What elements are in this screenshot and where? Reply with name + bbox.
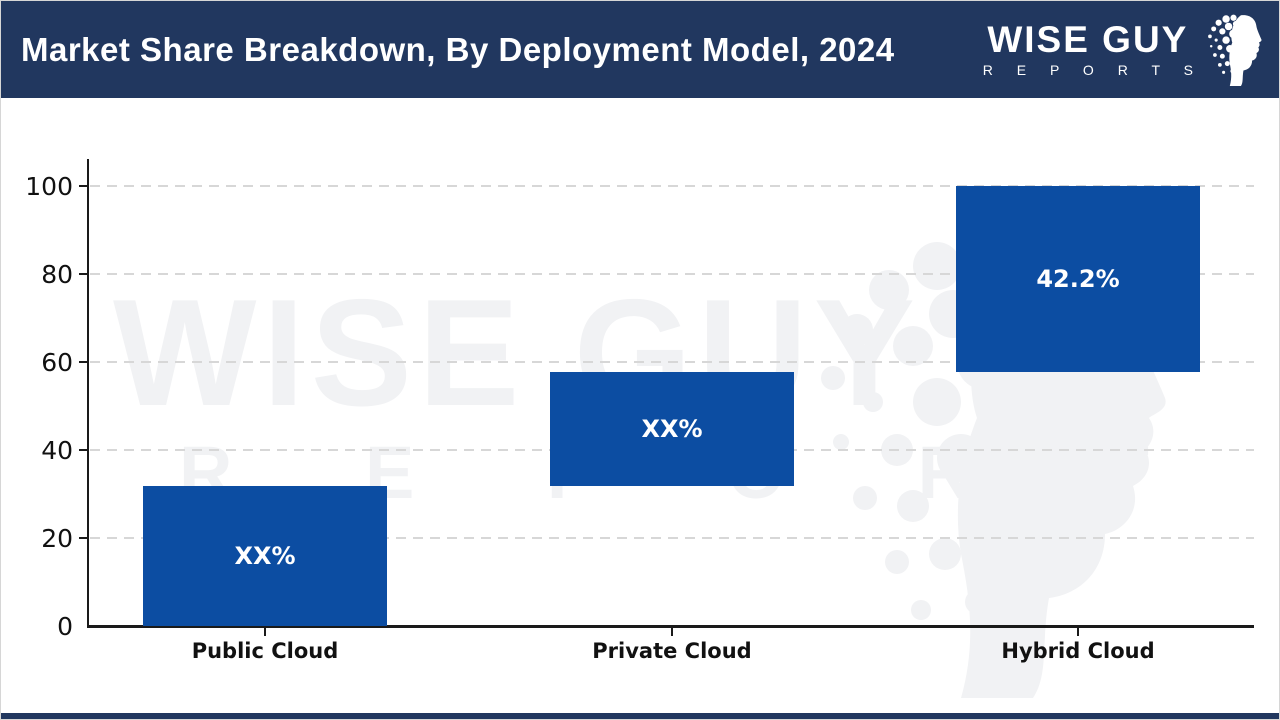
gridline-100	[90, 185, 1254, 187]
y-tick-40	[79, 449, 87, 451]
bar-value-label: 42.2%	[1036, 264, 1120, 293]
gridline-20	[90, 537, 1254, 539]
bar-value-label: XX%	[234, 542, 296, 571]
x-axis-line	[87, 625, 1254, 628]
x-category-label: Hybrid Cloud	[1001, 639, 1155, 663]
footer-bar	[1, 713, 1279, 719]
bar-value-label: XX%	[641, 414, 703, 443]
page-title: Market Share Breakdown, By Deployment Mo…	[21, 30, 895, 68]
bar-public-cloud: XX%	[143, 486, 387, 626]
gridline-80	[90, 273, 1254, 275]
wise-guy-reports-logo: WISE GUY R E P O R T S	[983, 7, 1267, 92]
bar-private-cloud: XX%	[550, 371, 794, 487]
x-tick-3	[1077, 628, 1079, 636]
x-category-label: Public Cloud	[191, 639, 339, 663]
x-tick-1	[264, 628, 266, 636]
x-tick-2	[671, 628, 673, 636]
logo-text: WISE GUY R E P O R T S	[973, 18, 1203, 79]
y-tick-label-40: 40	[41, 436, 73, 465]
y-tick-100	[79, 185, 87, 187]
logo-subtitle: R E P O R T S	[982, 61, 1203, 78]
y-tick-20	[79, 537, 87, 539]
gridline-60	[90, 361, 1254, 363]
y-tick-80	[79, 273, 87, 275]
x-category-label: Private Cloud	[592, 639, 752, 663]
logo-wordmark: WISE GUY	[987, 18, 1189, 60]
y-tick-label-20: 20	[41, 524, 73, 553]
y-tick-label-80: 80	[41, 260, 73, 289]
header-bar: Market Share Breakdown, By Deployment Mo…	[1, 1, 1279, 98]
bar-hybrid-cloud: 42.2%	[956, 186, 1200, 372]
y-tick-label-60: 60	[41, 348, 73, 377]
y-tick-label-100: 100	[25, 172, 73, 201]
y-tick-label-0: 0	[57, 612, 73, 641]
y-tick-60	[79, 361, 87, 363]
y-axis-line	[87, 159, 89, 627]
